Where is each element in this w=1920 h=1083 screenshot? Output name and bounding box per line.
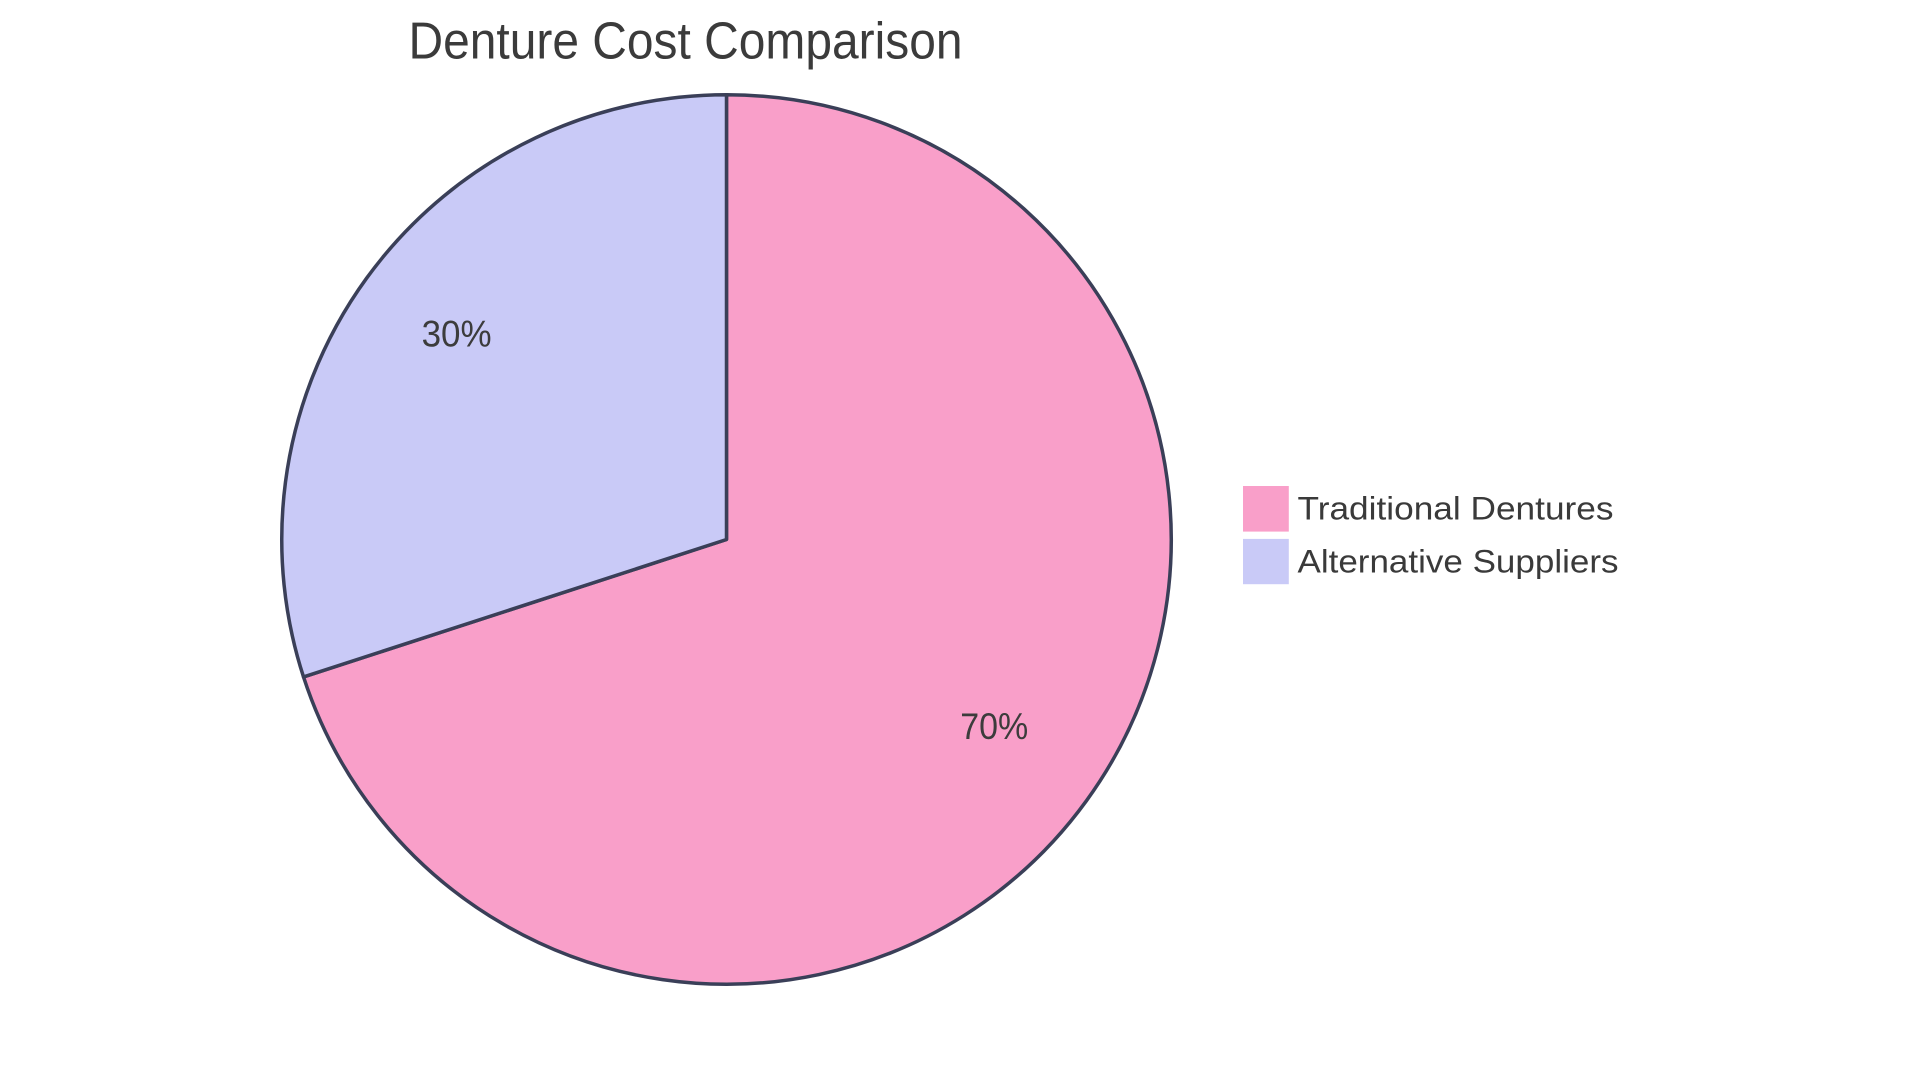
- svg-text:Alternative Suppliers: Alternative Suppliers: [1298, 544, 1619, 580]
- svg-text:Denture Cost Comparison: Denture Cost Comparison: [409, 12, 963, 70]
- svg-text:Traditional Dentures: Traditional Dentures: [1298, 491, 1614, 527]
- svg-text:70%: 70%: [960, 706, 1028, 747]
- svg-text:30%: 30%: [422, 314, 492, 355]
